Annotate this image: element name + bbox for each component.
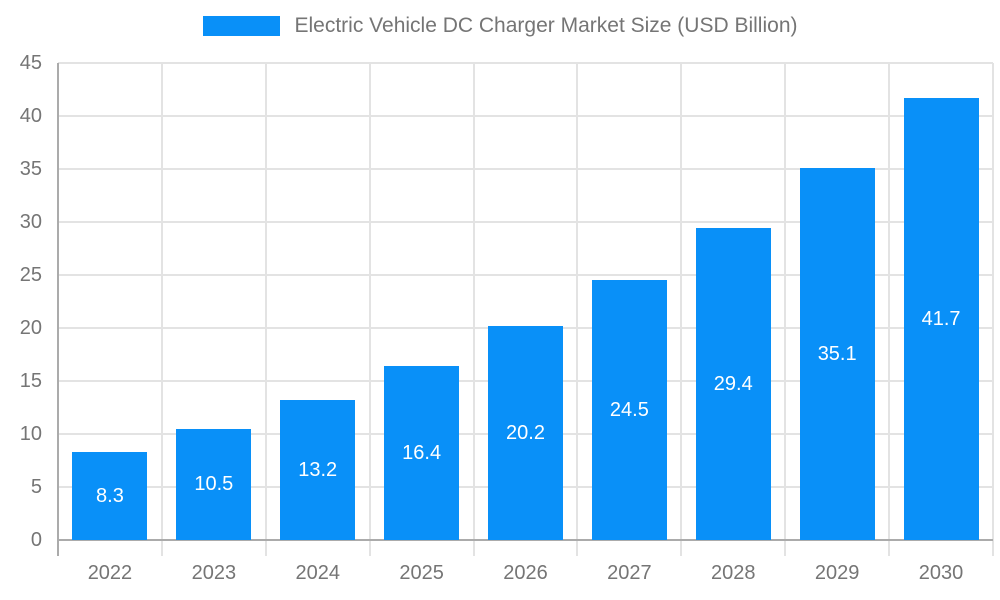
bar-value-label: 8.3	[96, 485, 124, 507]
legend-label: Electric Vehicle DC Charger Market Size …	[294, 14, 798, 37]
bar-2024[interactable]: 13.2	[280, 400, 356, 540]
bar-2029[interactable]: 35.1	[799, 167, 875, 540]
x-axis-tick-label: 2024	[295, 562, 340, 584]
y-axis-tick-label: 25	[19, 264, 42, 286]
gridline-horizontal	[58, 115, 993, 117]
bar-2027[interactable]: 24.5	[591, 280, 667, 540]
bar-2028[interactable]: 29.4	[695, 228, 771, 540]
x-axis-tick-label: 2028	[711, 562, 756, 584]
bar-value-label: 20.2	[506, 421, 545, 444]
gridline-horizontal	[58, 221, 993, 223]
y-axis-tick-label: 10	[19, 423, 42, 445]
y-axis-tick-label: 45	[19, 52, 42, 74]
bar-2030[interactable]: 41.7	[903, 97, 979, 540]
y-axis-line	[57, 63, 59, 556]
y-axis-tick-label: 5	[30, 476, 42, 498]
legend-swatch	[202, 16, 280, 36]
y-axis-tick-label: 35	[19, 158, 42, 180]
gridline-horizontal	[58, 168, 993, 170]
gridline-vertical	[992, 63, 994, 556]
y-axis-tick-label: 20	[19, 317, 42, 339]
x-axis-tick-label: 2022	[87, 562, 133, 584]
x-axis-tick-label: 2027	[607, 562, 652, 584]
x-axis-tick-label: 2023	[191, 562, 237, 584]
x-axis-tick-label: 2025	[399, 562, 444, 584]
gridline-vertical	[368, 63, 371, 556]
bar-2026[interactable]: 20.2	[488, 325, 563, 540]
y-axis-tick-label: 30	[19, 211, 42, 233]
gridline-vertical	[576, 63, 579, 556]
bar-value-label: 41.7	[921, 307, 961, 330]
bar-value-label: 29.4	[713, 373, 753, 396]
bar-2022[interactable]: 8.3	[72, 452, 148, 540]
gridline-vertical	[472, 63, 475, 556]
gridline-vertical	[160, 63, 163, 556]
bar-value-label: 13.2	[298, 459, 338, 482]
gridline-vertical	[680, 63, 683, 556]
bar-2023[interactable]: 10.5	[176, 428, 252, 540]
gridline-vertical	[888, 63, 891, 556]
y-axis-tick-label: 40	[19, 105, 42, 127]
bar-value-label: 35.1	[817, 342, 857, 365]
bar-value-label: 16.4	[402, 442, 442, 465]
y-axis-tick-label: 15	[19, 370, 42, 392]
x-axis-tick-label: 2026	[503, 562, 548, 584]
x-axis-tick-label: 2029	[814, 562, 860, 584]
gridline-vertical	[264, 63, 267, 556]
x-axis-line	[57, 539, 993, 541]
gridline-vertical	[784, 63, 787, 556]
y-axis-tick-label: 0	[30, 529, 42, 551]
gridline-horizontal	[58, 62, 993, 64]
legend[interactable]: Electric Vehicle DC Charger Market Size …	[0, 14, 1000, 38]
bar-value-label: 24.5	[609, 399, 649, 422]
bar-value-label: 10.5	[194, 473, 234, 496]
gridline-horizontal	[58, 274, 993, 276]
bar-2025[interactable]: 16.4	[384, 366, 460, 540]
x-axis-tick-label: 2030	[918, 562, 964, 584]
